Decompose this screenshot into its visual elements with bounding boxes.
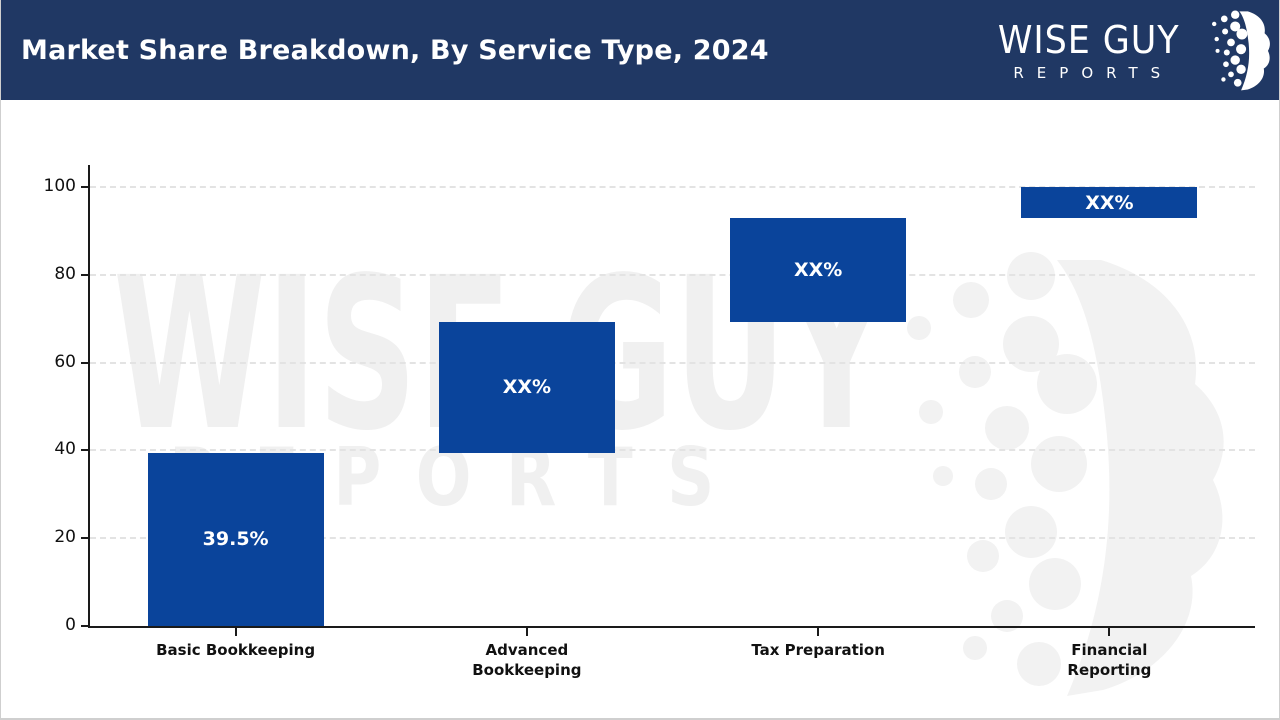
x-tick-mark-2 [525, 628, 528, 636]
x-axis-line [88, 626, 1255, 628]
category-label-line: Reporting [1067, 661, 1152, 679]
logo-wordmark: WISE GUY [997, 18, 1180, 62]
gridline-80 [90, 273, 1255, 276]
category-label-1: Basic Bookkeeping [126, 640, 346, 660]
gridline-40 [90, 449, 1255, 452]
category-label-line: Tax Preparation [751, 641, 885, 659]
y-tick-mark-40 [81, 449, 89, 452]
category-label-line: Bookkeeping [472, 661, 582, 679]
bar-value-label: XX% [1085, 191, 1134, 214]
logo-subtitle: REPORTS [1013, 64, 1174, 82]
gridline-100 [90, 186, 1255, 188]
bar-advanced-bookkeeping: XX% [438, 321, 615, 453]
x-tick-mark-4 [1108, 628, 1111, 636]
y-tick-mark-0 [81, 625, 89, 627]
y-tick-label-40: 40 [54, 439, 76, 460]
plot-area: WISE GUY REPORTS 0 20 40 60 80 100 39.5% Basic … [1, 100, 1279, 718]
category-label-4: Financial Reporting [999, 640, 1219, 680]
header-bar: Market Share Breakdown, By Service Type,… [1, 0, 1279, 100]
category-label-line: Basic Bookkeeping [156, 641, 316, 659]
y-tick-label-20: 20 [54, 527, 76, 548]
y-tick-mark-60 [81, 361, 89, 364]
logo-text: WISE GUY REPORTS [990, 18, 1187, 82]
y-tick-mark-80 [81, 273, 89, 276]
category-label-2: Advanced Bookkeeping [417, 640, 637, 680]
bar-value-label: 39.5% [202, 528, 269, 551]
chart-title: Market Share Breakdown, By Service Type,… [21, 34, 769, 66]
y-tick-label-80: 80 [54, 263, 76, 284]
y-tick-label-100: 100 [43, 176, 76, 196]
wise-guy-reports-logo: WISE GUY REPORTS [990, 6, 1273, 94]
y-axis-line [88, 165, 90, 628]
category-label-line: Financial [1071, 641, 1148, 659]
bar-financial-reporting: XX% [1021, 187, 1198, 219]
x-tick-mark-1 [234, 628, 237, 636]
y-tick-mark-20 [81, 537, 89, 540]
x-tick-mark-3 [817, 628, 820, 636]
logo-head-icon [1212, 10, 1270, 91]
gridline-60 [90, 361, 1255, 364]
bar-tax-preparation: XX% [730, 218, 907, 322]
category-label-3: Tax Preparation [708, 640, 928, 660]
y-tick-label-0: 0 [65, 615, 76, 635]
bar-value-label: XX% [793, 258, 843, 281]
y-tick-label-60: 60 [54, 351, 76, 372]
bar-basic-bookkeeping: 39.5% [147, 452, 324, 626]
y-tick-mark-100 [81, 186, 89, 188]
bar-value-label: XX% [502, 376, 552, 399]
category-label-line: Advanced [485, 641, 569, 659]
gridline-20 [90, 537, 1255, 540]
